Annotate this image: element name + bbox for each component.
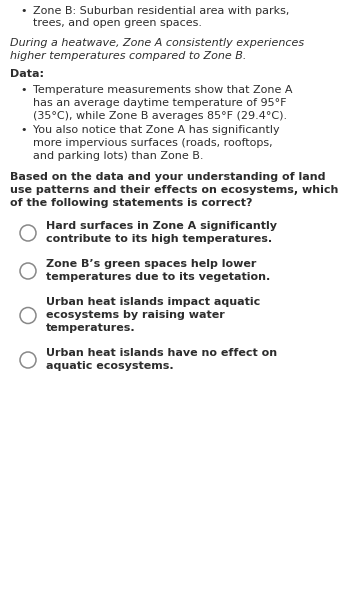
Text: temperatures.: temperatures. [46,323,136,333]
Text: During a heatwave, Zone A consistently experiences: During a heatwave, Zone A consistently e… [10,38,304,48]
Text: Zone B: Suburban residential area with parks,: Zone B: Suburban residential area with p… [33,6,289,16]
Text: Temperature measurements show that Zone A: Temperature measurements show that Zone … [33,85,292,95]
Text: Hard surfaces in Zone A significantly: Hard surfaces in Zone A significantly [46,221,277,231]
Text: Urban heat islands have no effect on: Urban heat islands have no effect on [46,348,277,358]
Text: use patterns and their effects on ecosystems, which: use patterns and their effects on ecosys… [10,185,339,195]
Text: ecosystems by raising water: ecosystems by raising water [46,310,225,320]
Text: trees, and open green spaces.: trees, and open green spaces. [33,18,202,28]
Text: Based on the data and your understanding of land: Based on the data and your understanding… [10,172,326,182]
Text: •: • [20,125,27,135]
Text: has an average daytime temperature of 95°F: has an average daytime temperature of 95… [33,98,287,108]
Text: of the following statements is correct?: of the following statements is correct? [10,198,252,208]
Text: contribute to its high temperatures.: contribute to its high temperatures. [46,234,272,244]
Text: aquatic ecosystems.: aquatic ecosystems. [46,361,173,371]
Text: •: • [20,85,27,95]
Text: more impervious surfaces (roads, rooftops,: more impervious surfaces (roads, rooftop… [33,138,273,148]
Text: Zone B’s green spaces help lower: Zone B’s green spaces help lower [46,259,257,269]
Text: •: • [20,6,27,16]
Text: Data:: Data: [10,69,44,79]
Text: Urban heat islands impact aquatic: Urban heat islands impact aquatic [46,297,260,307]
Text: higher temperatures compared to Zone B.: higher temperatures compared to Zone B. [10,51,246,61]
Text: You also notice that Zone A has significantly: You also notice that Zone A has signific… [33,125,280,135]
Text: temperatures due to its vegetation.: temperatures due to its vegetation. [46,272,270,282]
Text: and parking lots) than Zone B.: and parking lots) than Zone B. [33,151,203,161]
Text: (35°C), while Zone B averages 85°F (29.4°C).: (35°C), while Zone B averages 85°F (29.4… [33,111,287,121]
